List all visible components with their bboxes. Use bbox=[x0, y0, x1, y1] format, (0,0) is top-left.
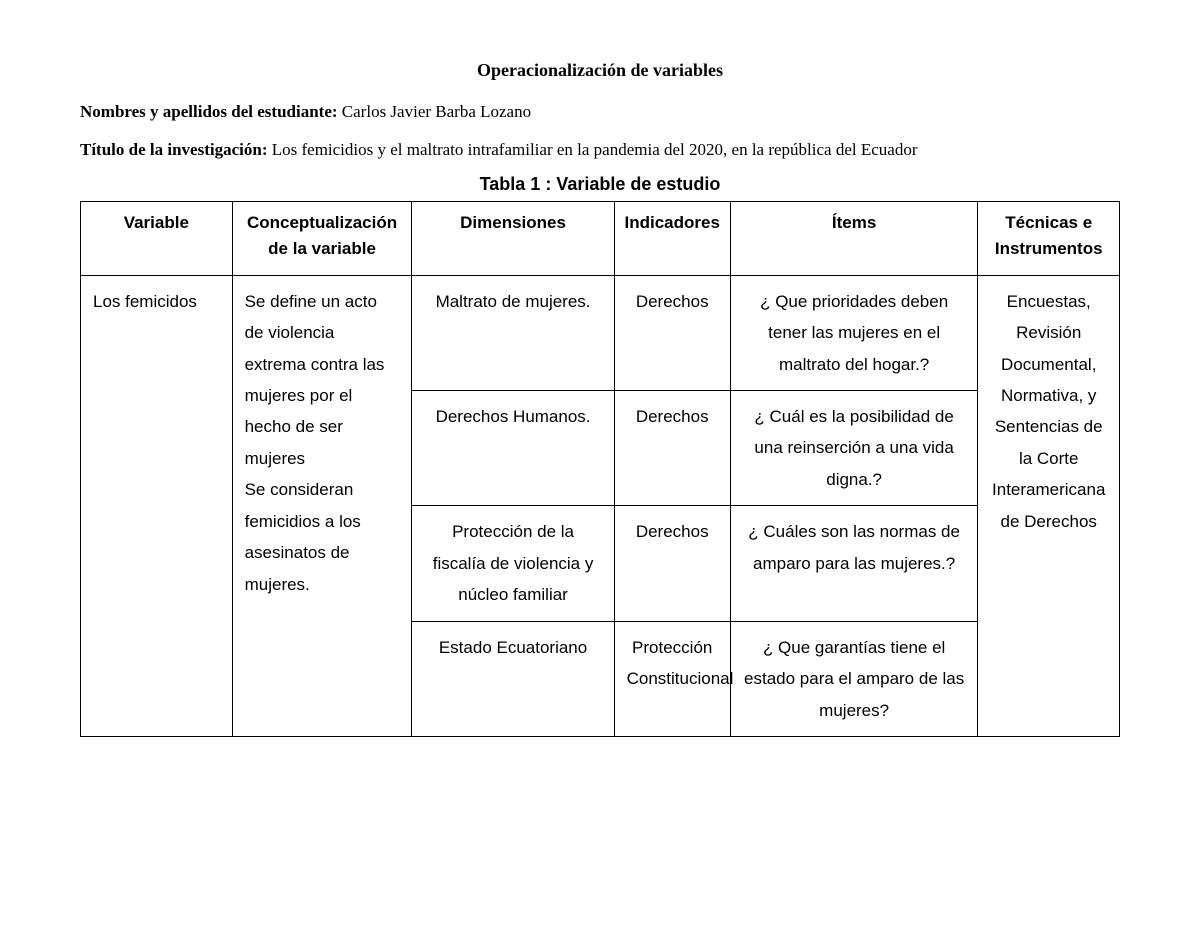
cell-indicator: Protección Constitucional bbox=[614, 621, 730, 736]
col-items: Ítems bbox=[730, 202, 978, 276]
col-indicadores: Indicadores bbox=[614, 202, 730, 276]
research-title-label: Título de la investigación: bbox=[80, 140, 267, 159]
col-dimensiones: Dimensiones bbox=[412, 202, 614, 276]
document-title: Operacionalización de variables bbox=[80, 60, 1120, 81]
cell-indicator: Derechos bbox=[614, 391, 730, 506]
cell-item: ¿ Cuáles son las normas de amparo para l… bbox=[730, 506, 978, 621]
cell-indicator: Derechos bbox=[614, 506, 730, 621]
cell-concept: Se define un acto de violencia extrema c… bbox=[232, 275, 412, 736]
cell-dimension: Estado Ecuatoriano bbox=[412, 621, 614, 736]
col-conceptualizacion: Conceptualización de la variable bbox=[232, 202, 412, 276]
research-title-value: Los femicidios y el maltrato intrafamili… bbox=[272, 140, 918, 159]
cell-item: ¿ Que prioridades deben tener las mujere… bbox=[730, 275, 978, 390]
table-row: Los femicidos Se define un acto de viole… bbox=[81, 275, 1120, 390]
cell-dimension: Maltrato de mujeres. bbox=[412, 275, 614, 390]
student-name-label: Nombres y apellidos del estudiante: bbox=[80, 102, 338, 121]
table-caption: Tabla 1 : Variable de estudio bbox=[80, 174, 1120, 195]
cell-dimension: Protección de la fiscalía de violencia y… bbox=[412, 506, 614, 621]
cell-indicator: Derechos bbox=[614, 275, 730, 390]
cell-techniques: Encuestas, Revisión Documental, Normativ… bbox=[978, 275, 1120, 736]
cell-item: ¿ Cuál es la posibilidad de una reinserc… bbox=[730, 391, 978, 506]
cell-item: ¿ Que garantías tiene el estado para el … bbox=[730, 621, 978, 736]
cell-variable: Los femicidos bbox=[81, 275, 233, 736]
col-tecnicas: Técnicas e Instrumentos bbox=[978, 202, 1120, 276]
col-variable: Variable bbox=[81, 202, 233, 276]
student-name-line: Nombres y apellidos del estudiante: Carl… bbox=[80, 99, 1120, 125]
table-header-row: Variable Conceptualización de la variabl… bbox=[81, 202, 1120, 276]
cell-dimension: Derechos Humanos. bbox=[412, 391, 614, 506]
student-name-value: Carlos Javier Barba Lozano bbox=[342, 102, 531, 121]
variables-table: Variable Conceptualización de la variabl… bbox=[80, 201, 1120, 737]
research-title-line: Título de la investigación: Los femicidi… bbox=[80, 137, 1120, 163]
